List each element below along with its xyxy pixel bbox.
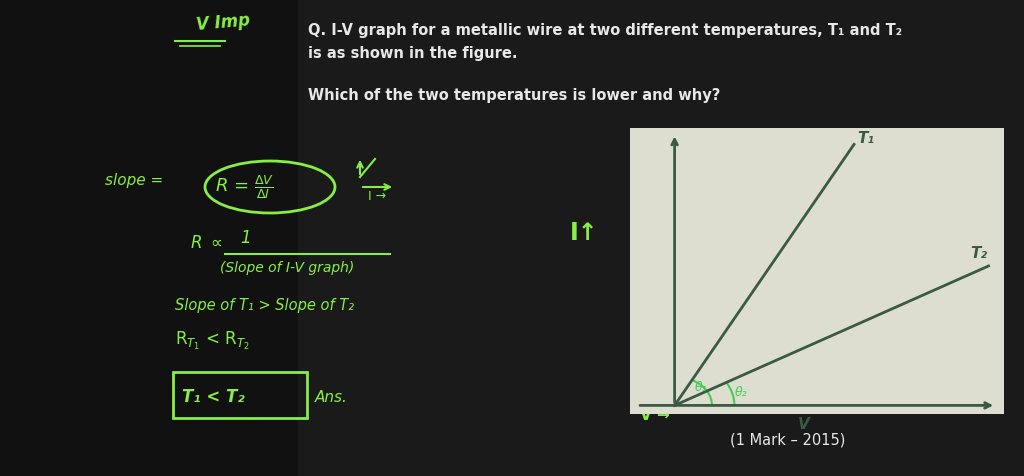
Text: (1 Mark – 2015): (1 Mark – 2015)	[730, 432, 846, 447]
Text: T₂: T₂	[970, 246, 987, 261]
Bar	[298, 0, 1024, 476]
Text: 1: 1	[240, 228, 251, 247]
Text: V: V	[798, 416, 810, 431]
Text: θ₂: θ₂	[734, 386, 748, 398]
Text: I →: I →	[368, 189, 386, 203]
Text: Slope of T₁ > Slope of T₂: Slope of T₁ > Slope of T₂	[175, 298, 354, 312]
Text: I↑: I↑	[570, 220, 598, 245]
Text: θ₁: θ₁	[695, 380, 708, 393]
Text: slope =: slope =	[105, 173, 163, 188]
Text: R = $\frac{\Delta V}{\Delta I}$: R = $\frac{\Delta V}{\Delta I}$	[215, 173, 274, 201]
Text: V Imp: V Imp	[195, 11, 250, 34]
Text: T₁: T₁	[858, 130, 874, 145]
Text: Which of the two temperatures is lower and why?: Which of the two temperatures is lower a…	[308, 88, 720, 103]
Text: (Slope of I-V graph): (Slope of I-V graph)	[220, 260, 354, 275]
Text: is as shown in the figure.: is as shown in the figure.	[308, 46, 517, 61]
Text: T₁ < T₂: T₁ < T₂	[182, 387, 245, 405]
Text: Ans.: Ans.	[315, 389, 348, 404]
Text: Q. I-V graph for a metallic wire at two different temperatures, T₁ and T₂: Q. I-V graph for a metallic wire at two …	[308, 23, 902, 38]
Text: R $\propto$: R $\propto$	[190, 234, 222, 251]
Text: R$_{T_1}$ < R$_{T_2}$: R$_{T_1}$ < R$_{T_2}$	[175, 329, 250, 351]
Text: V →: V →	[640, 407, 670, 422]
